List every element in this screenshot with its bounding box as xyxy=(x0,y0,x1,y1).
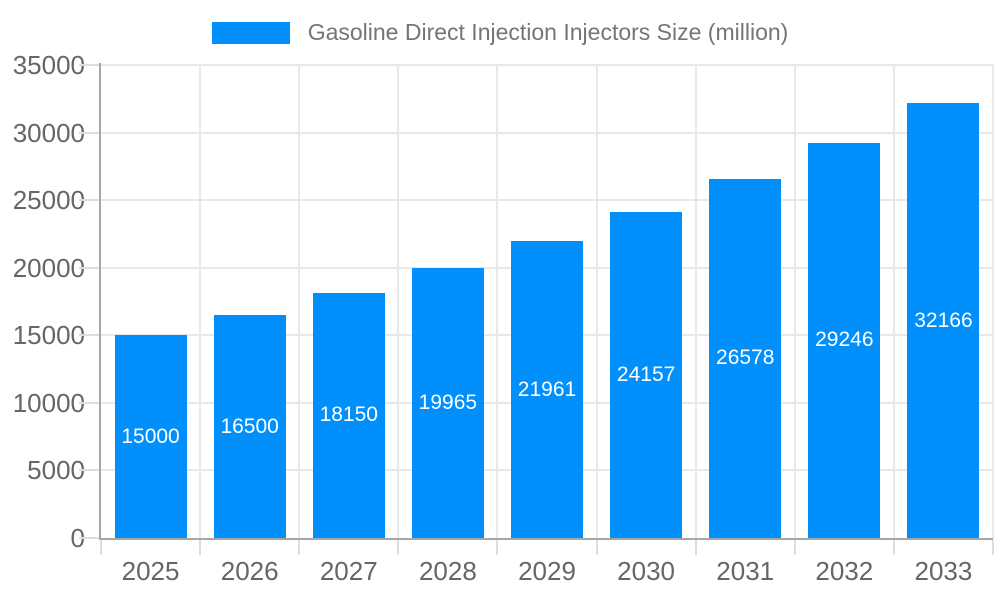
x-axis-tick-label: 2030 xyxy=(617,556,676,586)
x-axis-labels: 2025 2026 2027 2028 2029 2030 2031 2032 2033 xyxy=(101,554,993,588)
plot-area: 15000 16500 18150 19965 21961 24157 26578 29246… xyxy=(79,63,994,555)
gridline-vertical xyxy=(199,65,202,538)
gridline-vertical xyxy=(992,65,994,538)
y-axis-tick-label: 35000 xyxy=(12,50,85,80)
x-axis-tick xyxy=(595,540,598,555)
y-axis-tick-label: 25000 xyxy=(12,185,85,216)
x-axis-tick-label: 2028 xyxy=(418,556,477,586)
bar-value-label: 16500 xyxy=(220,414,279,438)
bar: 19965 xyxy=(411,268,484,538)
x-axis-tick xyxy=(496,540,499,555)
y-axis-tick xyxy=(79,537,99,539)
x-axis-tick xyxy=(892,540,895,555)
bar-value-label: 26578 xyxy=(716,346,775,370)
bar-value-label: 15000 xyxy=(121,424,180,448)
bar: 16500 xyxy=(213,315,286,538)
x-axis-tick-label: 2027 xyxy=(319,556,378,586)
y-axis-tick-label: 15000 xyxy=(12,320,85,351)
x-axis-tick xyxy=(397,540,400,555)
y-axis-tick xyxy=(79,64,99,66)
y-axis-tick xyxy=(79,199,99,202)
gridline-horizontal xyxy=(101,131,993,134)
y-axis-tick xyxy=(79,401,99,404)
y-axis-tick xyxy=(79,266,99,269)
gridline-vertical xyxy=(694,65,697,538)
bar-value-label: 19965 xyxy=(418,391,478,415)
x-axis-tick-label: 2029 xyxy=(518,556,576,586)
gridline-vertical xyxy=(595,65,598,538)
gridline-vertical xyxy=(298,65,301,538)
y-axis-tick xyxy=(79,334,99,337)
x-axis-tick-label: 2026 xyxy=(220,556,279,586)
x-axis-tick xyxy=(793,540,796,555)
bar: 18150 xyxy=(312,292,385,538)
bar: 15000 xyxy=(114,335,187,538)
bar-value-label: 21961 xyxy=(517,377,577,401)
y-axis-tick xyxy=(79,131,99,134)
gridline-vertical xyxy=(892,65,895,538)
x-axis-line xyxy=(99,538,993,540)
y-axis-line xyxy=(99,63,101,538)
legend-label: Gasoline Direct Injection Injectors Size… xyxy=(307,19,789,45)
y-axis-tick-label: 0 xyxy=(70,523,85,553)
bar-value-label: 32166 xyxy=(914,308,973,332)
bar-value-label: 24157 xyxy=(616,362,676,386)
bar: 24157 xyxy=(610,211,683,538)
y-axis-tick-label: 10000 xyxy=(12,387,85,418)
gridline-vertical xyxy=(397,65,400,538)
bar: 29246 xyxy=(808,142,881,538)
x-axis-tick xyxy=(694,540,697,555)
bar-value-label: 29246 xyxy=(815,328,874,352)
y-axis-tick-label: 20000 xyxy=(12,252,85,283)
x-axis-tick xyxy=(298,540,301,555)
bar: 21961 xyxy=(511,241,583,538)
gridline-vertical xyxy=(496,65,499,538)
x-axis-tick xyxy=(100,540,102,555)
y-axis-labels: 0 5000 10000 15000 20000 25000 30000 35000 xyxy=(0,50,85,553)
bar: 26578 xyxy=(709,178,782,538)
y-axis-tick-label: 30000 xyxy=(12,117,85,148)
legend-swatch xyxy=(211,21,290,44)
x-axis-tick-label: 2032 xyxy=(815,556,874,586)
legend: Gasoline Direct Injection Injectors Size… xyxy=(0,19,1000,46)
x-axis-tick xyxy=(199,540,202,555)
gridline-vertical xyxy=(793,65,796,538)
gridline-horizontal xyxy=(101,199,993,202)
y-axis-tick xyxy=(79,469,99,472)
y-axis-tick-label: 5000 xyxy=(27,455,85,486)
x-axis-tick-label: 2025 xyxy=(121,556,180,586)
bar: 32166 xyxy=(907,103,980,538)
gridline-horizontal xyxy=(101,64,993,66)
bar-value-label: 18150 xyxy=(319,403,378,427)
x-axis-tick xyxy=(992,540,994,555)
x-axis-tick-label: 2033 xyxy=(914,556,973,586)
x-axis-tick-label: 2031 xyxy=(716,556,775,586)
